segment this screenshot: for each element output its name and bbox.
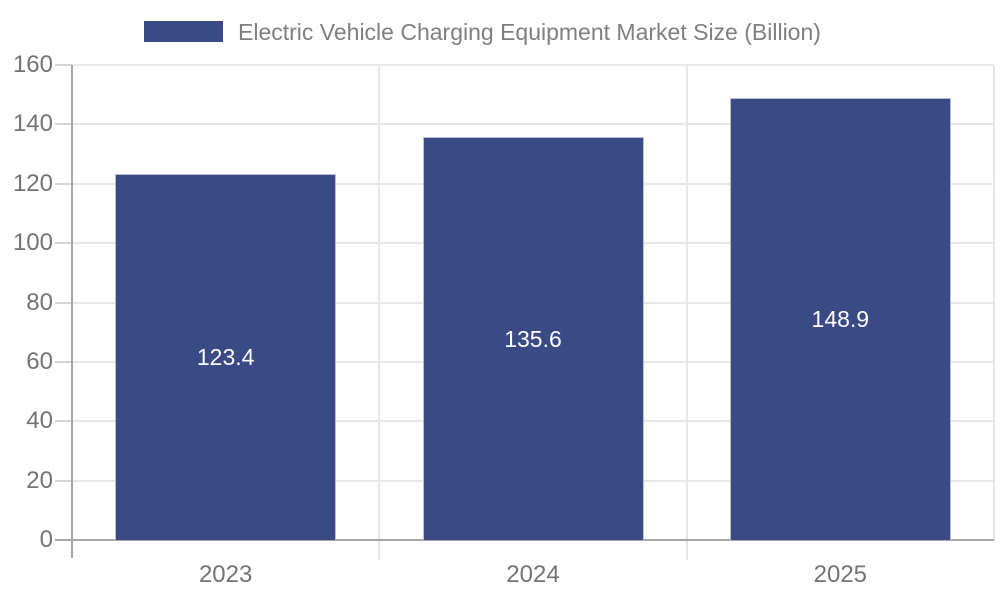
y-tick-mark [55,420,72,423]
x-axis-line [55,539,994,541]
chart-legend: Electric Vehicle Charging Equipment Mark… [0,0,1000,56]
y-tick-mark [55,301,72,304]
bar-value-label: 148.9 [811,305,870,332]
y-tick-mark [55,479,72,482]
gridline-vertical [378,65,381,540]
bar-value-label: 135.6 [504,325,562,352]
y-tick-mark [55,123,72,126]
y-tick-mark [55,360,72,363]
y-tick-label: 0 [39,526,53,553]
legend-label: Electric Vehicle Charging Equipment Mark… [238,19,821,45]
y-tick-label: 80 [26,288,53,316]
x-tick-mark [378,540,381,560]
gridline-vertical [685,65,688,540]
gridline-horizontal [72,123,994,126]
y-tick-mark [55,242,72,245]
y-tick-mark [55,64,72,66]
y-tick-label: 40 [26,407,53,435]
gridline-horizontal [72,64,994,66]
x-tick-label: 2023 [198,561,253,588]
x-tick-label: 2024 [506,561,560,588]
bar-2024 [422,137,644,540]
y-tick-mark [55,182,72,185]
y-tick-label: 100 [12,229,53,257]
bar-2025 [729,97,951,540]
y-tick-label: 160 [12,51,53,78]
x-tick-mark [685,540,688,560]
y-tick-label: 60 [26,347,53,375]
bar-value-label: 123.4 [196,343,255,370]
y-axis-line [71,65,73,558]
y-tick-label: 20 [26,466,53,494]
y-tick-label: 140 [12,110,53,138]
x-tick-label: 2025 [813,561,868,588]
bar-2023 [115,173,337,540]
gridline-vertical [993,65,995,540]
y-tick-label: 120 [12,169,53,197]
legend-swatch [144,21,223,42]
